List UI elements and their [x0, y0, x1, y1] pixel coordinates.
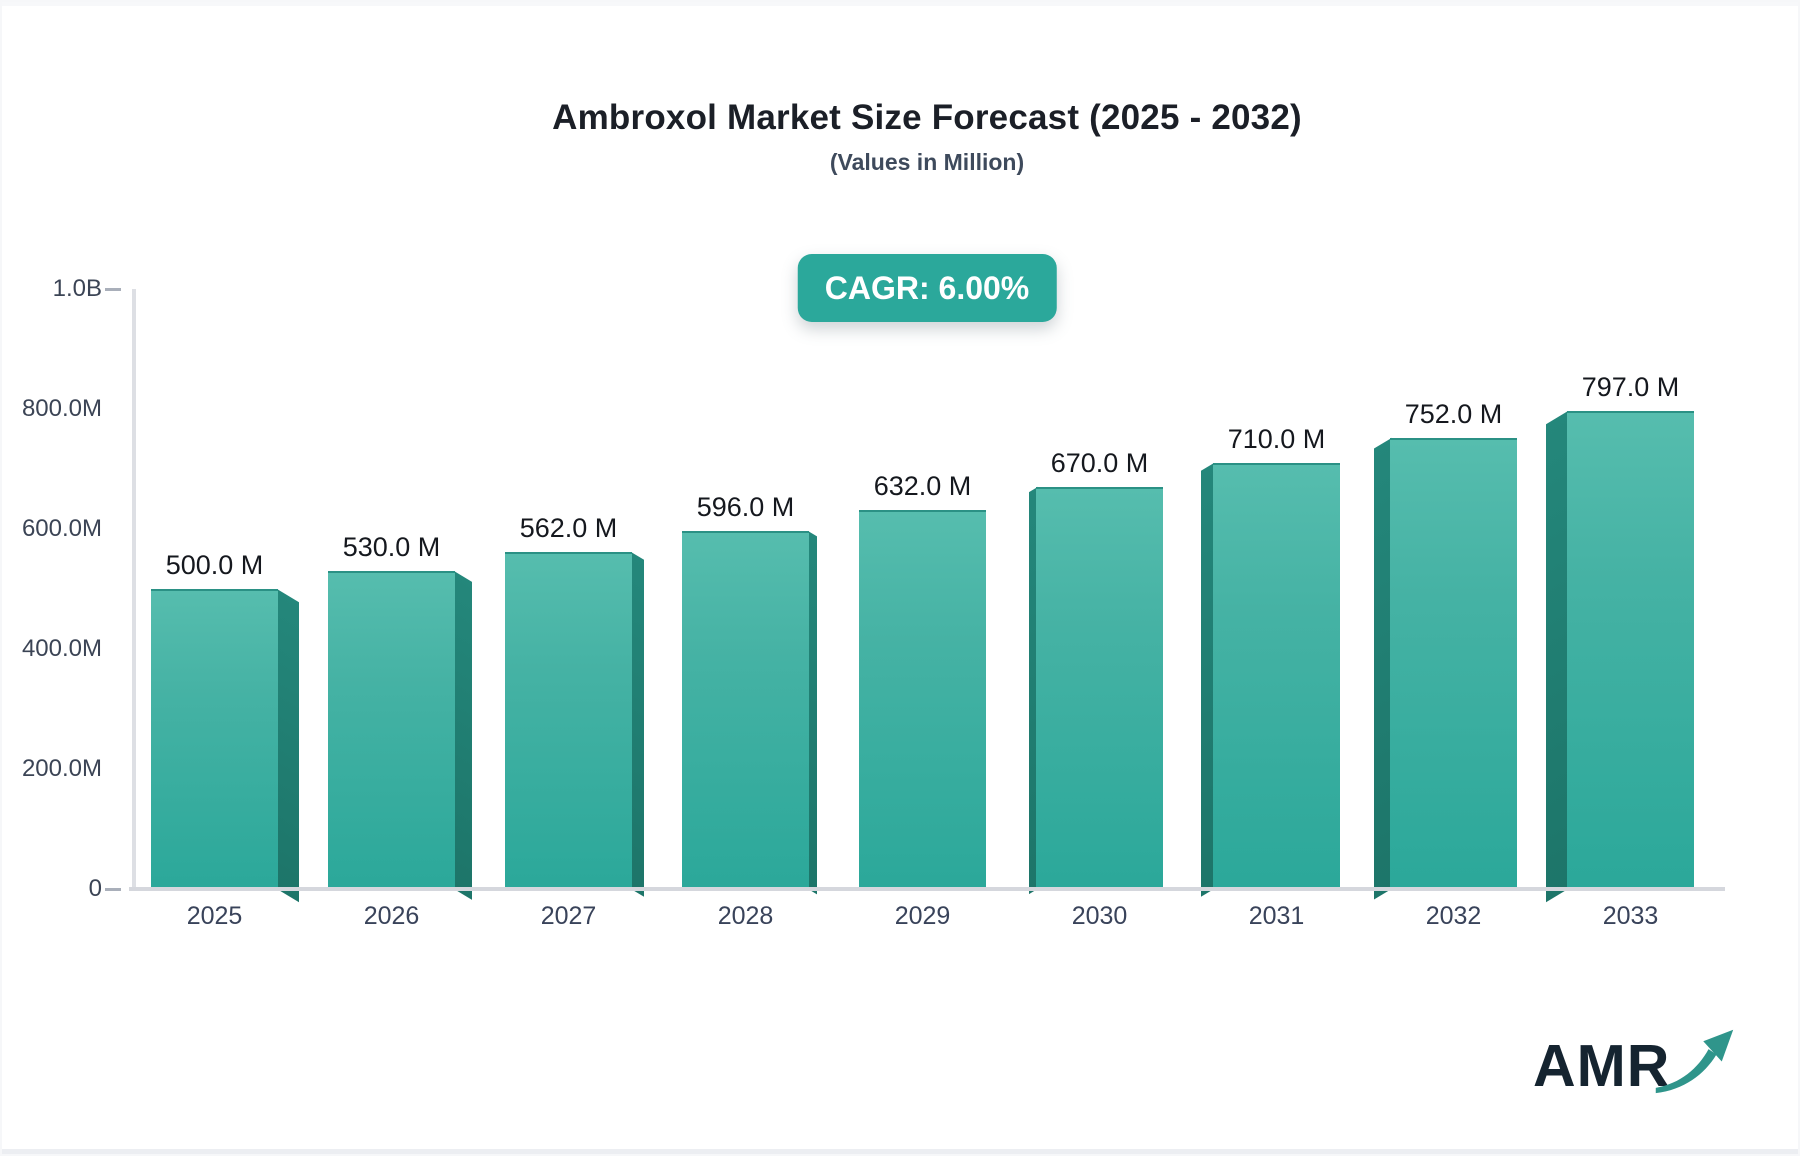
bar-2027 — [505, 551, 632, 889]
amr-logo-text: AMR — [1533, 1033, 1671, 1099]
x-axis-label: 2032 — [1425, 902, 1482, 930]
bar-value-label: 530.0 M — [342, 532, 441, 562]
x-axis-label: 2025 — [186, 902, 243, 930]
bar-value-label: 670.0 M — [1050, 448, 1149, 478]
x-axis-label: 2029 — [894, 902, 951, 930]
bar-2031 — [1213, 463, 1340, 889]
bar-2025 — [151, 589, 278, 889]
bar-2028 — [682, 531, 809, 889]
amr-logo: AMR — [1533, 1028, 1742, 1096]
x-axis-label: 2026 — [363, 902, 420, 930]
cagr-badge: CAGR: 6.00% — [797, 254, 1057, 322]
y-axis-tick-dash — [105, 888, 121, 891]
bar-2032 — [1390, 437, 1517, 889]
y-axis-tick-label: 1.0B — [52, 275, 102, 302]
y-axis-line — [132, 289, 136, 887]
x-axis-label: 2033 — [1602, 902, 1659, 930]
bar-2030 — [1036, 487, 1163, 889]
bar-2033 — [1567, 410, 1694, 889]
bar-value-label: 500.0 M — [165, 550, 264, 580]
y-axis-tick-label: 200.0M — [21, 755, 102, 782]
bar-side-face — [454, 571, 472, 900]
y-axis-tick-dash — [105, 288, 121, 291]
y-axis-tick-label: 0 — [88, 875, 102, 902]
y-axis-tick-label: 600.0M — [21, 515, 102, 542]
x-axis-label: 2028 — [717, 902, 774, 930]
bar-2029 — [859, 509, 986, 889]
bar-value-label: 596.0 M — [696, 492, 795, 523]
bar-side-face — [631, 551, 644, 897]
y-axis-tick-label: 800.0M — [21, 395, 102, 422]
bar-side-face — [1546, 410, 1568, 903]
bar-value-label: 797.0 M — [1581, 371, 1680, 402]
bar-value-label: 562.0 M — [519, 512, 618, 543]
bar-side-face — [808, 531, 817, 895]
chart-title: Ambroxol Market Size Forecast (2025 - 20… — [552, 98, 1302, 137]
bar-value-label: 710.0 M — [1227, 424, 1326, 454]
bar-value-label: 752.0 M — [1404, 398, 1503, 429]
chart-header: Ambroxol Market Size Forecast (2025 - 20… — [552, 96, 1302, 176]
x-axis-line — [129, 887, 1725, 891]
bar-side-face — [1373, 437, 1391, 900]
bar-2026 — [328, 571, 455, 889]
growth-arrow-icon — [1656, 1029, 1734, 1094]
x-axis-label: 2027 — [540, 902, 597, 930]
bar-side-face — [277, 589, 299, 903]
bar-value-label: 632.0 M — [873, 470, 972, 501]
x-axis-label: 2030 — [1071, 902, 1128, 930]
chart-subtitle: (Values in Million) — [829, 149, 1025, 175]
x-axis-label: 2031 — [1248, 902, 1305, 930]
top-edge-strip — [2, 2, 1798, 6]
bottom-edge-strip — [2, 1149, 1798, 1154]
y-axis-tick-label: 400.0M — [21, 635, 102, 662]
